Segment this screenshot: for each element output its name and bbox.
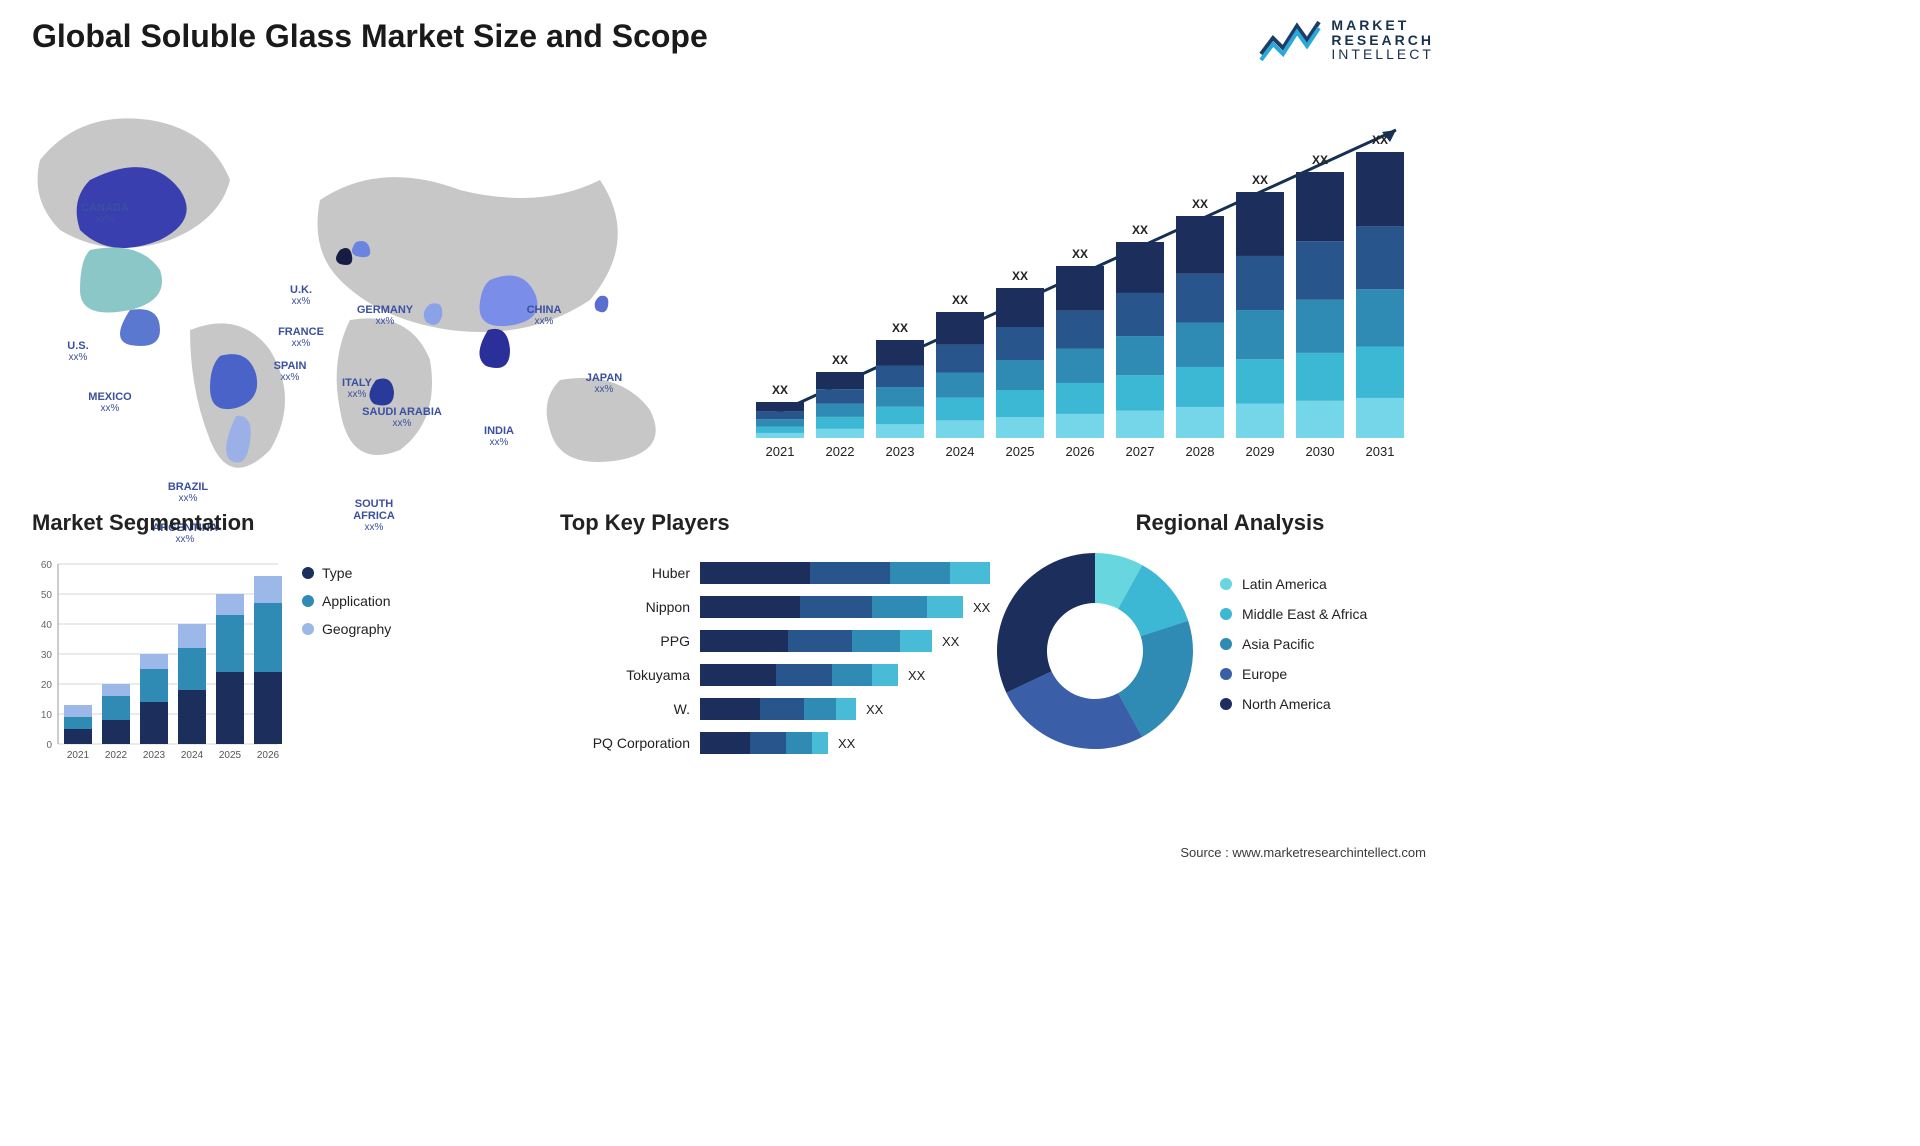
svg-text:2024: 2024 — [181, 750, 204, 761]
svg-text:XX: XX — [832, 353, 848, 367]
segmentation-section: Market Segmentation 0 10 20 30 40 50 60 2021 202… — [32, 510, 452, 779]
svg-text:XX: XX — [1312, 153, 1328, 167]
svg-text:2028: 2028 — [1186, 444, 1215, 459]
seg-legend-application: Application — [302, 593, 391, 609]
players-section: Top Key Players Huber XX Nippon XX PPG XX Toku… — [560, 510, 980, 783]
svg-text:PQ Corporation: PQ Corporation — [593, 735, 690, 751]
svg-text:XX: XX — [973, 600, 990, 615]
svg-text:2021: 2021 — [766, 444, 795, 459]
segmentation-legend: Type Application Geography — [302, 565, 391, 649]
svg-text:XX: XX — [1072, 247, 1088, 261]
svg-text:XX: XX — [772, 383, 788, 397]
segmentation-title: Market Segmentation — [32, 510, 452, 536]
svg-text:2031: 2031 — [1366, 444, 1395, 459]
svg-text:60: 60 — [41, 560, 53, 571]
svg-text:Tokuyama: Tokuyama — [626, 667, 690, 683]
svg-text:2021: 2021 — [67, 750, 90, 761]
svg-text:XX: XX — [866, 702, 884, 717]
page-title: Global Soluble Glass Market Size and Sco… — [32, 18, 708, 55]
svg-text:XX: XX — [1372, 133, 1388, 147]
svg-text:2025: 2025 — [1006, 444, 1035, 459]
map-label-u-s-: U.S.xx% — [38, 340, 118, 363]
svg-text:2027: 2027 — [1126, 444, 1155, 459]
map-label-italy: ITALYxx% — [317, 377, 397, 400]
svg-text:2026: 2026 — [1066, 444, 1095, 459]
regional-section: Regional Analysis Latin America Middle Ea… — [990, 510, 1470, 756]
svg-text:20: 20 — [41, 680, 53, 691]
regional-donut — [990, 546, 1200, 756]
svg-text:2030: 2030 — [1306, 444, 1335, 459]
map-label-saudi-arabia: SAUDI ARABIAxx% — [362, 406, 442, 429]
map-label-canada: CANADAxx% — [65, 202, 145, 225]
svg-text:XX: XX — [942, 634, 960, 649]
svg-text:2025: 2025 — [219, 750, 242, 761]
map-label-u-k-: U.K.xx% — [261, 284, 341, 307]
reg-legend-latin-america: Latin America — [1220, 576, 1367, 592]
reg-legend-north-america: North America — [1220, 696, 1367, 712]
svg-text:2024: 2024 — [946, 444, 975, 459]
svg-text:2023: 2023 — [886, 444, 915, 459]
logo-line3: INTELLECT — [1331, 47, 1434, 62]
players-title: Top Key Players — [560, 510, 980, 536]
svg-text:PPG: PPG — [660, 633, 690, 649]
logo-line2: RESEARCH — [1331, 33, 1434, 48]
svg-text:2029: 2029 — [1246, 444, 1275, 459]
svg-text:XX: XX — [838, 736, 856, 751]
svg-text:2022: 2022 — [826, 444, 855, 459]
seg-legend-type: Type — [302, 565, 391, 581]
world-map: CANADAxx%U.S.xx%MEXICOxx%BRAZILxx%ARGENT… — [0, 90, 710, 490]
svg-text:XX: XX — [1012, 269, 1028, 283]
world-map-svg — [20, 100, 700, 480]
svg-text:XX: XX — [908, 668, 926, 683]
reg-legend-middle-east-africa: Middle East & Africa — [1220, 606, 1367, 622]
growth-chart: XX 2021 XX 2022 XX 2023 XX 2024 XX 2025 XX 2026 XX 20… — [740, 100, 1430, 470]
svg-text:10: 10 — [41, 710, 53, 721]
regional-legend: Latin America Middle East & Africa Asia Pa… — [1220, 576, 1367, 726]
source-line: Source : www.marketresearchintellect.com — [1180, 845, 1426, 860]
svg-text:2026: 2026 — [257, 750, 280, 761]
svg-text:XX: XX — [1192, 197, 1208, 211]
svg-text:XX: XX — [1252, 173, 1268, 187]
svg-text:2022: 2022 — [105, 750, 128, 761]
svg-text:XX: XX — [952, 293, 968, 307]
svg-text:Huber: Huber — [652, 565, 690, 581]
reg-legend-europe: Europe — [1220, 666, 1367, 682]
svg-text:W.: W. — [674, 701, 690, 717]
regional-title: Regional Analysis — [990, 510, 1470, 536]
map-label-india: INDIAxx% — [459, 425, 539, 448]
svg-text:0: 0 — [46, 740, 52, 751]
svg-text:XX: XX — [892, 321, 908, 335]
seg-legend-geography: Geography — [302, 621, 391, 637]
brand-logo: MARKET RESEARCH INTELLECT — [1259, 18, 1434, 62]
map-label-brazil: BRAZILxx% — [148, 481, 228, 504]
svg-text:2023: 2023 — [143, 750, 166, 761]
logo-line1: MARKET — [1331, 18, 1434, 33]
svg-text:Nippon: Nippon — [646, 599, 690, 615]
map-label-germany: GERMANYxx% — [345, 304, 425, 327]
map-label-mexico: MEXICOxx% — [70, 391, 150, 414]
svg-text:30: 30 — [41, 650, 53, 661]
map-label-france: FRANCExx% — [261, 326, 341, 349]
map-label-china: CHINAxx% — [504, 304, 584, 327]
svg-text:XX: XX — [1132, 223, 1148, 237]
reg-legend-asia-pacific: Asia Pacific — [1220, 636, 1367, 652]
svg-text:40: 40 — [41, 620, 53, 631]
players-chart: Huber XX Nippon XX PPG XX Tokuyama XX W. XX PQ Cor… — [560, 548, 990, 778]
svg-text:50: 50 — [41, 590, 53, 601]
logo-icon — [1259, 18, 1321, 62]
map-label-japan: JAPANxx% — [564, 372, 644, 395]
segmentation-chart: 0 10 20 30 40 50 60 2021 2022 2023 2024 2025 2026 — [32, 544, 292, 774]
